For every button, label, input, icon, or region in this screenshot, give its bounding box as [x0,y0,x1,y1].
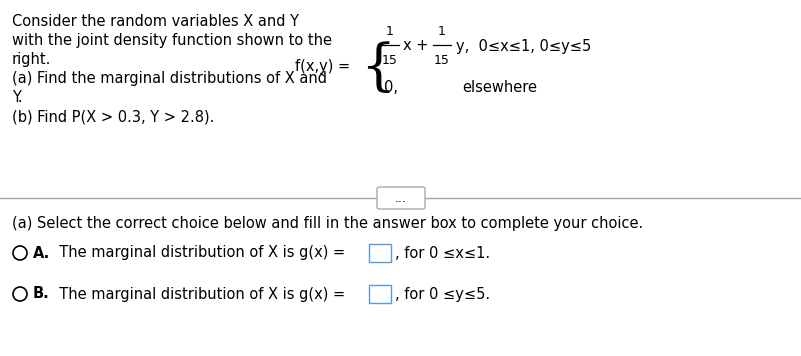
FancyBboxPatch shape [377,187,425,209]
Text: x +: x + [403,38,429,53]
Text: Consider the random variables X and Y: Consider the random variables X and Y [12,14,299,29]
Text: 15: 15 [434,54,450,67]
Text: 0,: 0, [384,80,398,95]
Text: (a) Select the correct choice below and fill in the answer box to complete your : (a) Select the correct choice below and … [12,216,643,231]
Text: 1: 1 [438,25,446,38]
Text: The marginal distribution of X is g(x) =: The marginal distribution of X is g(x) = [50,246,345,261]
Text: ...: ... [395,192,407,204]
Text: , for 0 ≤y≤5.: , for 0 ≤y≤5. [395,287,490,302]
Text: {: { [360,42,396,96]
Text: elsewhere: elsewhere [462,80,537,95]
Text: right.: right. [12,52,51,67]
Text: The marginal distribution of X is g(x) =: The marginal distribution of X is g(x) = [50,287,345,302]
FancyBboxPatch shape [369,244,391,262]
Text: y,  0≤x≤1, 0≤y≤5: y, 0≤x≤1, 0≤y≤5 [456,38,591,53]
Text: B.: B. [33,287,50,302]
Text: f(x,y) =: f(x,y) = [295,58,350,73]
Text: (a) Find the marginal distributions of X and: (a) Find the marginal distributions of X… [12,71,327,86]
Text: with the joint density function shown to the: with the joint density function shown to… [12,33,332,48]
Text: 15: 15 [382,54,398,67]
FancyBboxPatch shape [369,285,391,303]
Text: , for 0 ≤x≤1.: , for 0 ≤x≤1. [395,246,490,261]
Text: Y.: Y. [12,90,22,105]
Text: A.: A. [33,246,50,261]
Text: 1: 1 [386,25,394,38]
Text: (b) Find P(X > 0.3, Y > 2.8).: (b) Find P(X > 0.3, Y > 2.8). [12,109,215,124]
